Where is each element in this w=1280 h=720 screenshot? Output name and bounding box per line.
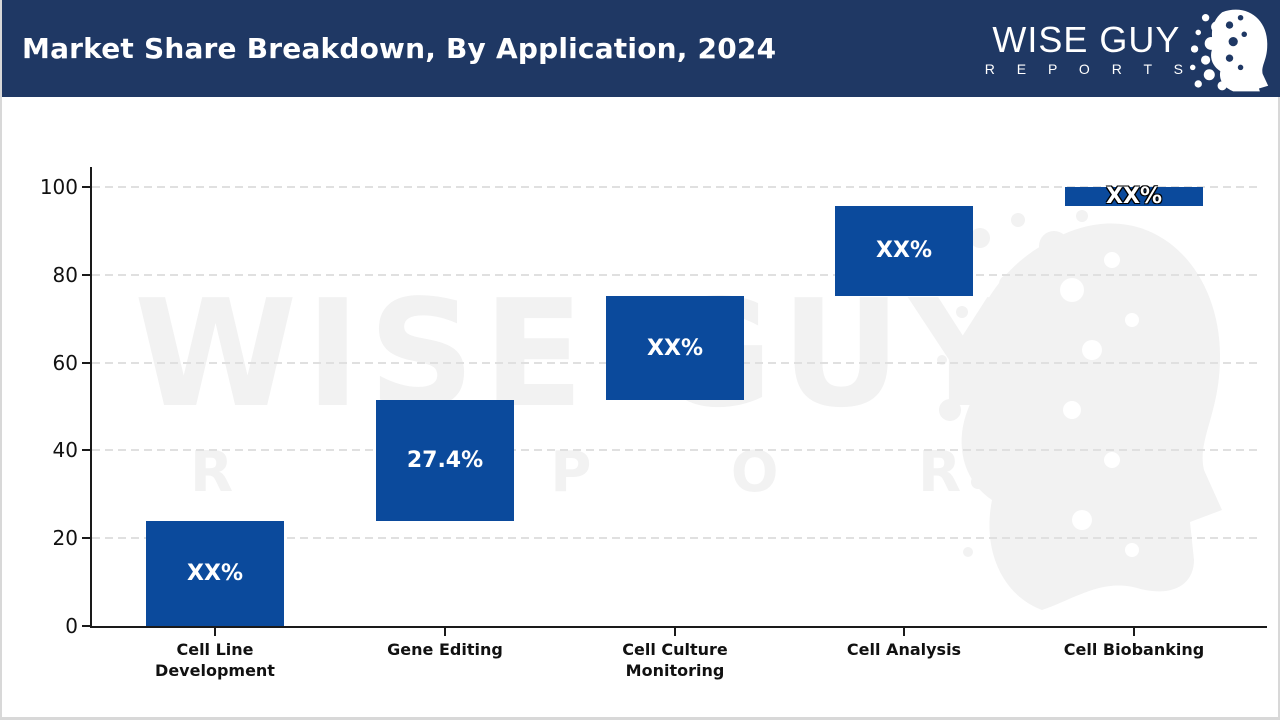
y-tick-label-40: 40 [52, 438, 78, 463]
y-tick-60 [82, 361, 90, 364]
x-tick-cell-line-development [214, 628, 216, 636]
bar-value-label-cell-analysis: XX% [876, 238, 932, 264]
logo-wordmark: WISE GUY [992, 19, 1181, 60]
plot-area: 0 20 40 60 80 100 XX% 27.4% XX% XX% XX% Cell Line D… [40, 167, 1267, 680]
header: Market Share Breakdown, By Application, … [2, 0, 1280, 97]
x-tick-cell-culture-monitoring [674, 628, 676, 636]
x-axis-label-cell-biobanking: Cell Biobanking [1063, 640, 1205, 659]
bar-value-label-gene-editing: 27.4% [406, 447, 484, 473]
bar-cell-culture-monitoring: XX% [606, 295, 744, 401]
x-tick-cell-analysis [903, 628, 905, 636]
y-tick-20 [82, 537, 90, 540]
bar-value-label-cell-culture-monitoring: XX% [647, 335, 703, 361]
logo-subtext: R E P O R T S [984, 61, 1192, 77]
y-tick-label-80: 80 [52, 262, 78, 287]
watermark-wordmark: WISE GUY [134, 268, 1025, 440]
y-tick-100 [82, 186, 90, 188]
watermark-face-icon [937, 210, 1222, 610]
x-axis-label-cell-culture-monitoring: Cell Culture Monitoring [622, 640, 728, 680]
bar-cell-analysis: XX% [835, 205, 973, 296]
y-tick-label-20: 20 [52, 526, 78, 551]
brand-logo: WISE GUY R E P O R T S [981, 6, 1270, 92]
x-axis-label-gene-editing: Gene Editing [387, 640, 503, 659]
bar-value-label-cell-biobanking: XX% [1106, 183, 1162, 209]
gridline-100 [92, 186, 1262, 188]
x-tick-gene-editing [444, 628, 446, 636]
x-axis-label-cell-line-development: Cell Line Development [155, 640, 275, 680]
y-tick-label-60: 60 [52, 350, 78, 375]
gridline-40 [92, 449, 1262, 452]
logo-face-icon [1189, 9, 1269, 92]
gridline-20 [92, 537, 1262, 540]
chart-title: Market Share Breakdown, By Application, … [22, 32, 777, 65]
y-tick-40 [82, 449, 90, 452]
x-axis-label-cell-analysis: Cell Analysis [846, 640, 962, 659]
y-tick-label-0: 0 [65, 614, 78, 638]
y-tick-0 [82, 625, 90, 627]
y-tick-label-100: 100 [39, 175, 78, 199]
logo-text: WISE GUY R E P O R T S [981, 19, 1192, 78]
bar-cell-biobanking: XX% [1065, 183, 1203, 209]
gridline-80 [92, 273, 1262, 276]
y-tick-80 [82, 273, 90, 276]
bar-value-label-cell-line-development: XX% [187, 560, 243, 586]
bar-cell-line-development: XX% [146, 520, 284, 626]
bar-gene-editing: 27.4% [376, 400, 514, 521]
x-tick-cell-biobanking [1133, 628, 1135, 636]
